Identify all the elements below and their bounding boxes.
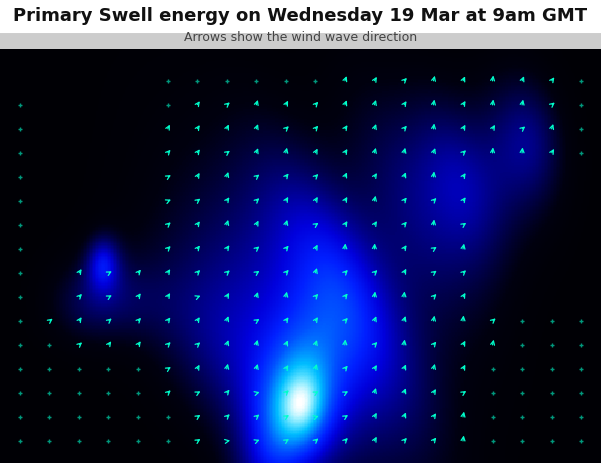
- Text: Arrows show the wind wave direction: Arrows show the wind wave direction: [184, 31, 417, 44]
- FancyBboxPatch shape: [0, 33, 601, 63]
- Text: Primary Swell energy on Wednesday 19 Mar at 9am GMT: Primary Swell energy on Wednesday 19 Mar…: [13, 6, 588, 25]
